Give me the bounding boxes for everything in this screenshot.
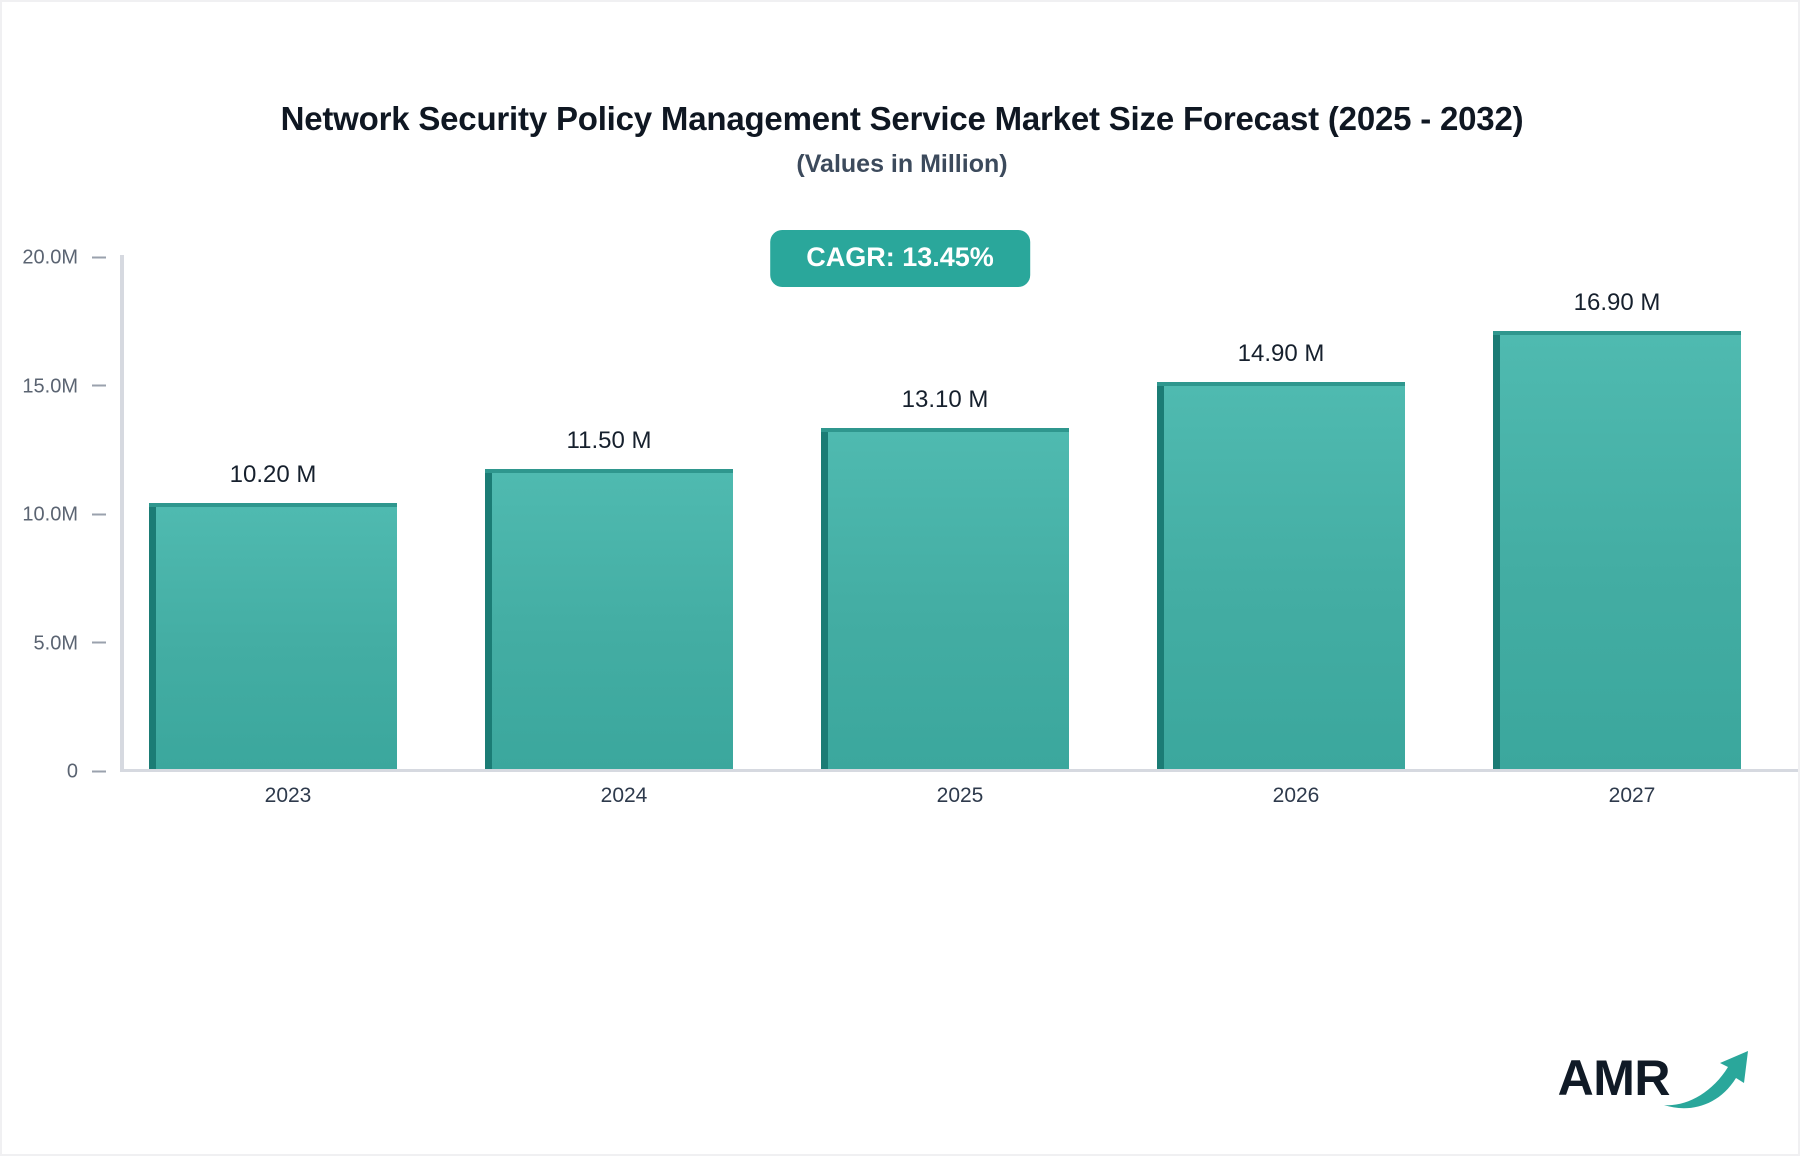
- bar-slot: 14.90 M: [1128, 255, 1464, 769]
- bar-slot: 11.50 M: [456, 255, 792, 769]
- x-axis-label: 2026: [1272, 784, 1320, 807]
- cagr-badge: CAGR: 13.45%: [770, 230, 1030, 287]
- bar-series: 10.20 M 11.50 M 13.10 M 14.90 M 16.90 M: [120, 255, 1798, 769]
- x-axis-label: 2024: [600, 784, 648, 807]
- bar[interactable]: 11.50 M: [485, 427, 763, 769]
- logo-text: AMR: [1557, 1049, 1671, 1106]
- bar-slot: 16.90 M: [1464, 255, 1798, 769]
- y-tick-mark: [92, 513, 106, 516]
- y-tick-mark: [92, 770, 106, 773]
- y-tick-label: 15.0M: [22, 375, 106, 398]
- bar-left-edge: [821, 432, 828, 769]
- y-tick-label: 5.0M: [34, 632, 106, 655]
- bar-top-face: [485, 469, 733, 474]
- x-axis-label: 2027: [1608, 784, 1656, 807]
- x-axis-label: 2023: [264, 784, 312, 807]
- bar-slot: 10.20 M: [120, 255, 456, 769]
- bar-front-face: [821, 432, 1069, 769]
- bar-left-edge: [149, 506, 156, 769]
- x-axis-labels: 2023 2024 2025 2026 2027: [120, 784, 1798, 808]
- trend-up-arrow-icon: [1660, 1045, 1752, 1116]
- y-tick-label: 0: [67, 761, 106, 784]
- bar-value-label: 10.20 M: [229, 460, 317, 488]
- bar-left-edge: [1157, 386, 1164, 769]
- bar-top-face: [149, 502, 397, 507]
- y-tick-mark: [92, 641, 106, 644]
- y-tick-label: 10.0M: [22, 504, 106, 527]
- bar-value-label: 16.90 M: [1573, 288, 1661, 316]
- chart-title: Network Security Policy Management Servi…: [280, 100, 1524, 137]
- bar-top-face: [821, 428, 1069, 433]
- bar-value-label: 11.50 M: [566, 427, 652, 455]
- x-axis-label: 2025: [936, 784, 984, 807]
- bar-top-face: [1493, 330, 1741, 335]
- y-tick-label: 20.0M: [22, 247, 106, 270]
- bar[interactable]: 14.90 M: [1157, 340, 1435, 769]
- plot-area: 20.0M 15.0M 10.0M 5.0M 0 10.20 M 11.50 M 13.10…: [22, 247, 1798, 783]
- bar-slot: 13.10 M: [792, 255, 1128, 769]
- chart-subtitle: (Values in Million): [796, 150, 1008, 178]
- bar[interactable]: 16.90 M: [1493, 289, 1771, 769]
- y-tick-mark: [92, 384, 106, 387]
- bar-front-face: [149, 506, 397, 769]
- amr-logo: AMR: [1558, 1045, 1752, 1110]
- bar-top-face: [1157, 382, 1405, 387]
- bar-left-edge: [485, 473, 492, 769]
- bar[interactable]: 13.10 M: [821, 386, 1099, 769]
- x-axis-line: [120, 769, 1798, 772]
- bar-left-edge: [1493, 334, 1500, 769]
- bar-front-face: [1157, 386, 1405, 769]
- bar-front-face: [1493, 334, 1741, 769]
- bar-value-label: 14.90 M: [1237, 340, 1325, 368]
- bar-value-label: 13.10 M: [901, 386, 989, 414]
- y-axis-line: [120, 255, 124, 772]
- bar-front-face: [485, 473, 733, 769]
- y-tick-mark: [92, 256, 106, 259]
- bar[interactable]: 10.20 M: [149, 461, 427, 769]
